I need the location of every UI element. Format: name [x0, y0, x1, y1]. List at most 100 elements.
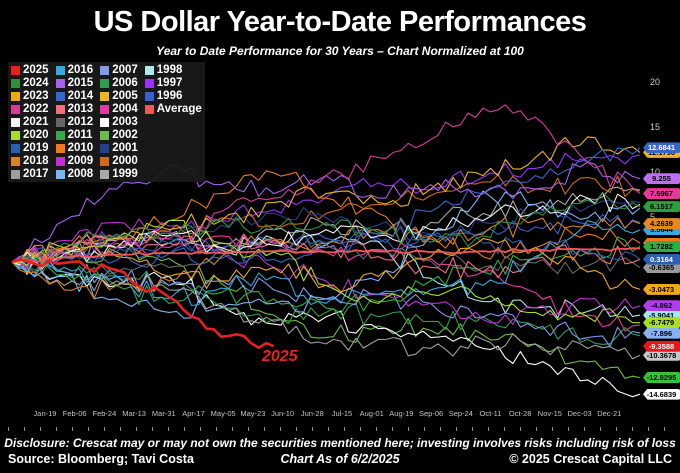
legend-label: 2002: [112, 129, 138, 141]
legend-label: 1999: [112, 168, 138, 180]
legend-swatch: [55, 156, 65, 166]
series-line-2025: [11, 258, 275, 350]
x-tick-label: Jul-15: [331, 409, 353, 418]
legend-swatch: [11, 143, 20, 153]
legend-label: 2013: [67, 103, 94, 115]
legend-label: 2008: [67, 168, 94, 180]
legend-label: 2018: [23, 155, 49, 167]
legend-item-2014: 2014: [55, 90, 94, 102]
legend-item-2017: 2017: [11, 168, 49, 180]
legend-item-1999: 1999: [100, 168, 138, 180]
legend-swatch: [55, 117, 65, 127]
legend-item-2005: 2005: [100, 90, 138, 102]
legend-swatch: [100, 65, 110, 75]
annotation-2025: 2025: [262, 348, 298, 365]
legend-swatch: [100, 91, 110, 101]
legend-label: 2015: [67, 77, 94, 89]
series-line-2009: [11, 218, 641, 325]
legend-item-2024: 2024: [11, 77, 49, 89]
legend-swatch: [55, 65, 65, 75]
x-tick-label: Feb-24: [92, 409, 117, 418]
x-tick-label: Dec-03: [567, 409, 592, 418]
x-tick-label: May-23: [240, 409, 266, 418]
end-label-2025: -9.3588: [643, 340, 680, 352]
x-tick-label: Dec-21: [597, 409, 622, 418]
legend-label: 2022: [23, 103, 49, 115]
legend-swatch: [55, 104, 65, 114]
series-line-1997: [11, 152, 641, 267]
x-tick-label: Aug-01: [359, 409, 384, 418]
series-line-2023: [11, 238, 641, 293]
series-line-2022: [11, 104, 641, 270]
x-tick-label: May-05: [210, 409, 236, 418]
x-tick-label: Nov-15: [537, 409, 562, 418]
legend-item-2020: 2020: [11, 129, 49, 141]
series-line-2017: [11, 260, 641, 360]
legend-label: 2025: [23, 64, 49, 76]
legend-label: 2000: [112, 155, 138, 167]
end-label-1998: -5.9041: [643, 309, 680, 321]
legend-label: 2023: [23, 90, 49, 102]
legend-item-2012: 2012: [55, 116, 93, 128]
disclosure-text: Disclosure: Crescat may or may not own t…: [4, 436, 676, 450]
x-tick-label: Aug-19: [389, 409, 414, 418]
legend-label: 2004: [112, 103, 138, 115]
y-tick-label: 20: [650, 77, 661, 87]
source-text: Source: Bloomberg; Tavi Costa: [8, 452, 194, 466]
end-label-2003: -14.6839: [643, 388, 680, 400]
legend-item-2011: 2011: [55, 129, 94, 141]
legend-swatch: [11, 169, 20, 179]
legend-swatch: [55, 169, 65, 179]
x-tick-label: Jun-28: [300, 409, 324, 418]
legend-swatch: [55, 91, 65, 101]
legend-label: 1997: [156, 77, 183, 89]
legend-label: 2005: [112, 90, 138, 102]
x-tick-label: Jun-10: [271, 409, 295, 418]
legend-item-2021: 2021: [11, 116, 49, 128]
end-label-2020: -6.7479: [643, 317, 680, 329]
legend-item-1996: 1996: [144, 90, 202, 102]
legend-swatch: [100, 104, 110, 114]
x-tick-label: Apr-17: [182, 409, 205, 418]
series-line-2002: [11, 244, 641, 379]
legend-swatch: [144, 104, 154, 114]
legend-item-Average: Average: [144, 103, 202, 115]
legend-item-1997: 1997: [144, 77, 202, 89]
x-axis-tickmarks: [8, 427, 672, 431]
legend-swatch: [100, 156, 110, 166]
legend-item-2001: 2001: [100, 142, 138, 154]
legend-label: 2001: [112, 142, 138, 154]
end-label-2012: -0.6365: [643, 262, 680, 274]
legend-item-2004: 2004: [100, 103, 138, 115]
end-label-2022: 7.5967: [643, 188, 680, 200]
chart-subtitle: Year to Date Performance for 30 Years – …: [156, 44, 524, 58]
end-label-2011: 1.7282: [643, 240, 680, 252]
legend-item-2003: 2003: [100, 116, 138, 128]
x-tick-label: Oct-11: [479, 409, 502, 418]
legend-label: 2024: [23, 77, 49, 89]
legend-swatch: [100, 169, 110, 179]
end-label-2014: 12.6841: [643, 142, 680, 154]
series-line-2016: [11, 220, 641, 307]
legend: 2025 2024 2023 2022 2021 2020 2019 2018 2017 2016…: [8, 62, 205, 182]
legend-item-2015: 2015: [55, 77, 94, 89]
legend-label: 2007: [112, 64, 138, 76]
end-label-2015: 9.255: [643, 173, 680, 185]
legend-item-2018: 2018: [11, 155, 49, 167]
x-tick-label: Oct-28: [508, 409, 532, 418]
legend-swatch: [55, 78, 65, 88]
legend-item-2019: 2019: [11, 142, 49, 154]
legend-item-2007: 2007: [100, 64, 138, 76]
legend-swatch: [11, 104, 20, 114]
legend-label: 2014: [67, 90, 94, 102]
legend-swatch: [11, 65, 20, 75]
x-tick-label: Sep-06: [419, 409, 444, 418]
legend-swatch: [11, 117, 20, 127]
end-label-2023: -3.0473: [643, 283, 680, 295]
legend-swatch: [100, 130, 110, 140]
series-line-2012: [11, 232, 641, 275]
x-tick-label: Feb-06: [62, 409, 87, 418]
legend-label: 2019: [23, 142, 49, 154]
legend-item-1998: 1998: [144, 64, 202, 76]
